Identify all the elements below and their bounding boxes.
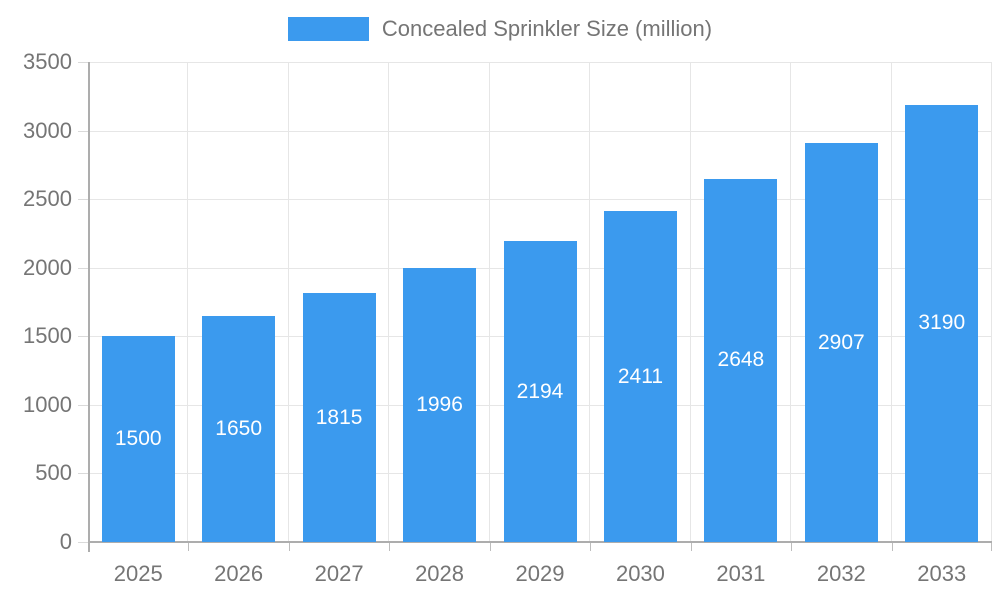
x-axis-tick [991,542,992,551]
x-axis-tick [389,542,391,551]
x-axis-tick [188,542,190,551]
bar-value-label: 1500 [114,427,162,451]
x-axis-tick-label: 2032 [816,561,866,586]
gridline-vertical [689,62,691,542]
x-axis-tick-label: 2029 [515,561,565,586]
bar-2033[interactable]: 3190 [905,104,979,542]
x-axis-tick [791,542,793,551]
gridline-vertical [890,62,892,542]
gridline-vertical [287,62,289,542]
x-axis-tick [891,542,893,551]
chart-legend: Concealed Sprinkler Size (million) [0,16,1000,42]
bar-value-label: 1815 [315,405,363,429]
gridline-vertical [991,62,992,542]
bar-value-label: 1996 [416,393,463,417]
gridline-vertical [187,62,189,542]
bar-2028[interactable]: 1996 [403,268,477,542]
bar-value-label: 2648 [717,348,765,372]
x-axis-tick-label: 2031 [716,561,766,586]
y-axis-tick-label: 0 [59,529,72,554]
bar-2032[interactable]: 2907 [804,143,878,542]
gridline-horizontal [88,199,992,201]
y-axis-tick [78,199,88,201]
y-axis-tick-label: 500 [35,460,72,486]
y-axis-tick [78,404,88,406]
y-axis-tick-label: 1500 [23,323,72,349]
bar-2025[interactable]: 1500 [101,336,175,542]
bar-2029[interactable]: 2194 [503,241,577,542]
y-axis-tick-label: 1000 [23,391,72,417]
y-axis-tick [78,130,88,132]
x-axis-tick-label: 2027 [314,561,364,586]
plot-area: 1500 1650 1815 1996 2194 2411 2648 2907 3190 [78,62,992,552]
y-axis-tick [78,62,88,63]
y-axis-tick [78,542,88,543]
y-axis-line [88,62,90,552]
x-axis-tick-label: 2028 [415,561,465,586]
x-axis-tick [590,542,592,551]
gridline-horizontal [88,62,992,63]
gridline-vertical [388,62,390,542]
x-axis-tick-label: 2033 [917,561,967,586]
bar-2030[interactable]: 2411 [603,211,677,542]
gridline-vertical [589,62,591,542]
y-axis-tick-label: 3000 [23,117,72,143]
bar-2031[interactable]: 2648 [704,178,778,542]
y-axis-tick [78,336,88,338]
gridline-horizontal [88,130,992,132]
x-axis-tick-label: 2030 [615,561,665,586]
bar-value-label: 2411 [617,364,664,388]
x-axis-tick [489,542,491,551]
x-axis-tick [288,542,290,551]
y-axis-tick [78,267,88,269]
x-axis-tick [690,542,692,551]
bar-2027[interactable]: 1815 [302,293,376,542]
bar-value-label: 1650 [215,416,263,440]
y-axis-tick-label: 2500 [23,186,72,212]
bar-value-label: 2194 [516,379,564,403]
bar-value-label: 3190 [918,311,966,335]
y-axis-tick-label: 3500 [23,49,72,74]
legend-color-swatch-icon [287,17,369,41]
y-axis-tick-label: 2000 [23,254,72,280]
gridline-vertical [790,62,792,542]
legend-label: Concealed Sprinkler Size (million) [381,16,713,41]
legend-item-concealed-sprinkler-size[interactable]: Concealed Sprinkler Size (million) [287,16,713,42]
gridline-vertical [488,62,490,542]
bar-value-label: 2907 [817,330,865,354]
x-axis-tick-label: 2026 [214,561,264,586]
y-axis-tick [78,473,88,475]
x-axis-tick-label: 2025 [113,561,163,586]
bar-2026[interactable]: 1650 [202,315,276,542]
x-axis-line [88,541,992,543]
